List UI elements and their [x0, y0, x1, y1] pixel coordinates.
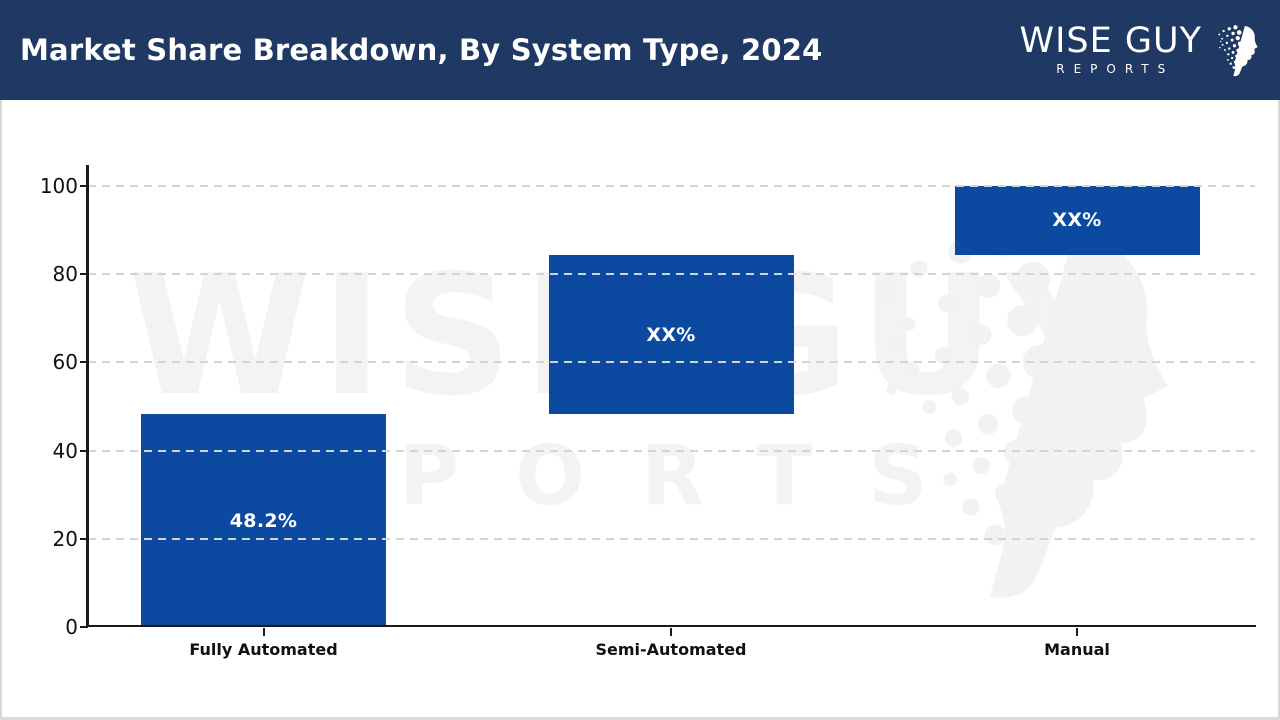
bar-value-label: XX%	[1052, 209, 1102, 232]
y-tick-label: 60	[52, 350, 78, 375]
gridline-40	[88, 449, 1255, 452]
x-axis-spine	[86, 624, 1256, 627]
y-tick-mark	[80, 537, 88, 540]
watermark-head-icon	[805, 212, 1185, 602]
logo-head-icon	[1208, 11, 1260, 89]
logo-wordmark: WISE GUY	[1019, 21, 1202, 61]
header: Market Share Breakdown, By System Type, …	[0, 0, 1280, 100]
y-tick-label: 20	[52, 526, 78, 551]
y-tick-label: 80	[52, 262, 78, 287]
y-tick-label: 0	[65, 615, 78, 639]
logo-text: WISE GUY REPORTS	[1019, 21, 1202, 77]
x-category-label: Fully Automated	[189, 640, 338, 659]
y-tick-mark	[80, 185, 88, 187]
x-tick-mark	[670, 628, 672, 636]
bar-segment: 48.2%	[141, 414, 386, 627]
gridline-60	[88, 361, 1255, 364]
wiseguy-logo: WISE GUY REPORTS	[1019, 11, 1260, 89]
gridline-20	[88, 537, 1255, 540]
y-axis-spine	[86, 165, 89, 627]
y-tick-mark	[80, 273, 88, 276]
y-tick-label: 40	[52, 438, 78, 463]
y-tick-label: 100	[39, 174, 78, 198]
bar-value-label: 48.2%	[229, 509, 298, 532]
bar-segment: XX%	[954, 186, 1200, 255]
x-tick-mark	[1076, 628, 1078, 636]
page-title: Market Share Breakdown, By System Type, …	[20, 33, 823, 67]
y-tick-mark	[80, 626, 88, 628]
y-tick-mark	[80, 449, 88, 452]
gridline-100	[88, 185, 1255, 187]
gridline-80	[88, 273, 1255, 276]
bar-value-label: XX%	[646, 323, 696, 346]
bar-segment: XX%	[548, 254, 794, 415]
x-category-label: Manual	[1044, 640, 1110, 659]
y-tick-mark	[80, 361, 88, 364]
logo-subtitle: REPORTS	[1056, 62, 1175, 76]
x-tick-mark	[262, 628, 265, 636]
x-category-label: Semi-Automated	[595, 640, 747, 659]
